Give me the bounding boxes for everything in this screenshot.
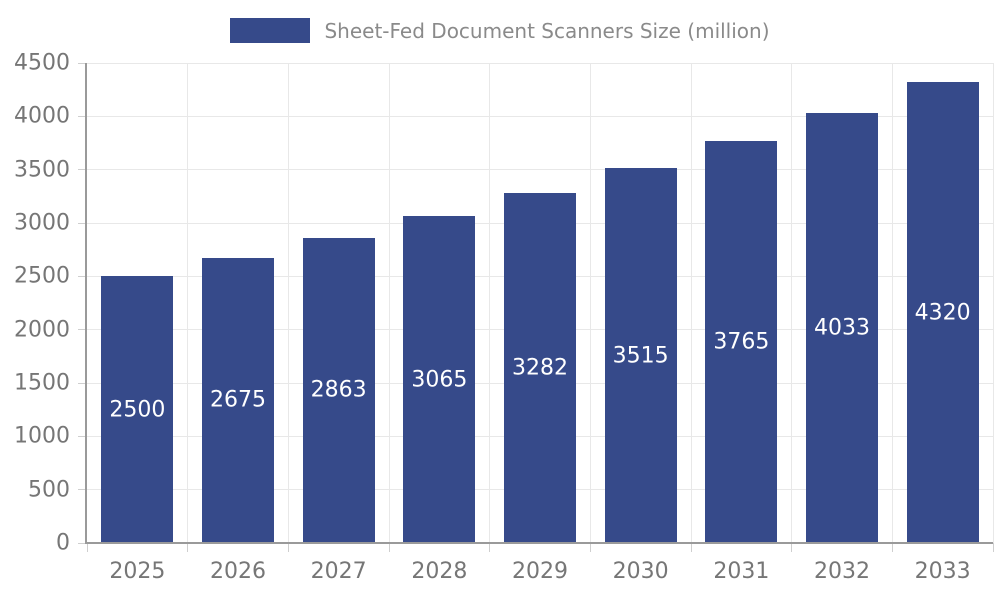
y-tick-label: 4000 (14, 103, 70, 129)
gridline-horizontal (87, 115, 993, 117)
gridline-vertical (992, 63, 994, 543)
y-tick-label: 1000 (14, 423, 70, 449)
legend[interactable]: Sheet-Fed Document Scanners Size (millio… (0, 18, 1000, 43)
bar (604, 168, 677, 543)
y-tick-label: 3000 (14, 210, 70, 236)
gridline-vertical (489, 63, 491, 543)
gridline-horizontal (87, 62, 993, 64)
y-tick-label: 3500 (14, 157, 70, 183)
bar (504, 192, 576, 543)
gridline-horizontal (87, 169, 993, 171)
x-tick-label: 2031 (713, 559, 770, 584)
x-tick-label: 2026 (210, 559, 266, 584)
x-tick-label: 2033 (914, 559, 971, 584)
gridline-vertical (187, 63, 189, 543)
bar (705, 141, 778, 543)
y-axis-tick (78, 542, 87, 544)
x-axis-tick (187, 543, 189, 552)
x-tick-label: 2027 (310, 559, 367, 584)
bar (906, 82, 979, 543)
x-axis-tick (791, 543, 793, 552)
bar-value-label: 2863 (310, 377, 367, 403)
bar (202, 257, 274, 543)
x-tick-label: 2029 (512, 559, 568, 584)
x-axis-tick (489, 543, 491, 552)
y-axis-tick (78, 329, 87, 331)
y-tick-label: 500 (28, 477, 70, 503)
x-axis-tick (86, 543, 88, 552)
bar (302, 237, 375, 543)
x-axis-tick (992, 543, 994, 552)
y-tick-label: 0 (56, 530, 70, 556)
gridline-vertical (791, 63, 793, 543)
gridline-vertical (388, 63, 390, 543)
y-axis-tick (78, 115, 87, 117)
x-tick-label: 2025 (109, 559, 166, 584)
y-axis-tick (78, 169, 87, 171)
bar-value-label: 3515 (612, 343, 669, 369)
x-axis-tick (589, 543, 591, 552)
bar-value-label: 2675 (210, 387, 266, 413)
x-tick-label: 2032 (814, 559, 870, 584)
y-tick-label: 1500 (14, 370, 70, 396)
bar (101, 276, 174, 543)
x-axis-tick (690, 543, 692, 552)
y-axis-tick (78, 382, 87, 384)
bar (403, 216, 476, 543)
legend-label: Sheet-Fed Document Scanners Size (millio… (324, 18, 770, 43)
gridline-vertical (589, 63, 591, 543)
plot-area: 0 500 1000 1500 2000 2500 3000 3500 4000 4500 2500… (14, 51, 994, 584)
x-tick-label: 2030 (612, 559, 669, 584)
y-tick-label: 2500 (14, 263, 70, 289)
bar-value-label: 2500 (109, 397, 166, 423)
bar-value-label: 3065 (411, 367, 468, 393)
x-axis-tick (287, 543, 289, 552)
bar-value-label: 3282 (512, 355, 568, 381)
x-axis-line (85, 542, 993, 544)
legend-swatch-icon (230, 18, 311, 43)
bar-value-label: 4320 (914, 300, 971, 326)
gridline-vertical (287, 63, 289, 543)
y-axis-tick (78, 62, 87, 64)
y-tick-label: 2000 (14, 317, 70, 343)
x-tick-label: 2028 (411, 559, 468, 584)
y-axis-tick (78, 489, 87, 491)
y-axis-tick (78, 275, 87, 277)
x-axis-tick (891, 543, 893, 552)
bar (806, 112, 878, 543)
y-axis-tick (78, 435, 87, 437)
gridline-vertical (891, 63, 893, 543)
gridline-vertical (690, 63, 692, 543)
y-axis-tick (78, 222, 87, 224)
x-axis-tick (388, 543, 390, 552)
y-axis-line (85, 63, 87, 543)
y-tick-label: 4500 (14, 50, 70, 76)
bar-value-label: 4033 (814, 315, 870, 341)
bar-value-label: 3765 (713, 329, 770, 355)
